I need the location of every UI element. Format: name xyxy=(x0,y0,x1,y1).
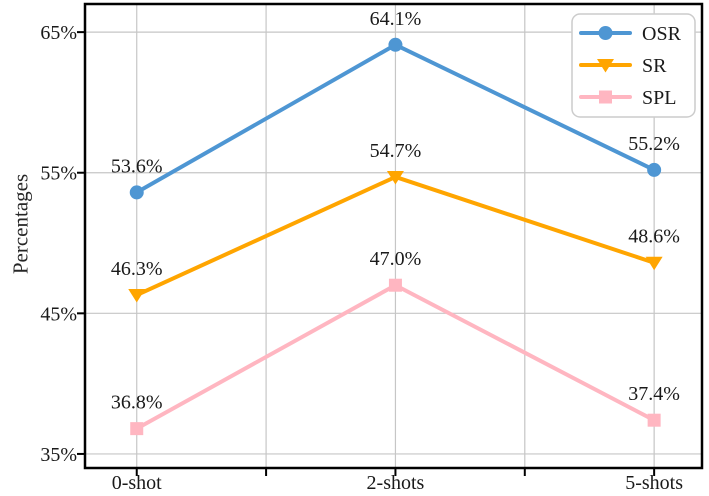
marker-SPL-1 xyxy=(388,278,402,292)
data-label-SR-2: 48.6% xyxy=(628,226,680,248)
marker-OSR-1 xyxy=(388,37,403,52)
marker-SR-0 xyxy=(128,289,146,303)
plot-border xyxy=(83,2,704,470)
y-tick-label: 65% xyxy=(40,22,77,44)
x-tick-label: 2-shots xyxy=(367,472,425,494)
y-tick-label: 45% xyxy=(40,303,77,325)
marker-SPL-2 xyxy=(647,413,661,427)
legend-label-SR: SR xyxy=(642,55,667,77)
data-label-OSR-0: 53.6% xyxy=(111,155,163,177)
legend-marker-SPL xyxy=(599,90,612,104)
y-tick-label: 55% xyxy=(40,163,77,185)
data-label-SR-0: 46.3% xyxy=(111,258,163,280)
marker-SR-2 xyxy=(645,256,663,271)
y-tick-label: 35% xyxy=(40,444,77,466)
x-tick-label: 5-shots xyxy=(625,472,683,494)
x-tick-label: 0-shot xyxy=(112,472,162,494)
marker-SR-1 xyxy=(386,170,404,185)
data-label-SPL-0: 36.8% xyxy=(111,392,163,414)
legend-marker-OSR xyxy=(598,26,613,40)
marker-OSR-0 xyxy=(129,185,144,200)
data-label-SR-1: 54.7% xyxy=(370,140,422,162)
legend-label-OSR: OSR xyxy=(642,23,682,45)
marker-SPL-0 xyxy=(130,422,144,436)
data-label-OSR-1: 64.1% xyxy=(370,8,422,30)
data-label-SPL-1: 47.0% xyxy=(370,248,422,270)
legend-label-SPL: SPL xyxy=(642,87,676,109)
data-label-SPL-2: 37.4% xyxy=(628,383,680,405)
data-label-OSR-2: 55.2% xyxy=(628,133,680,155)
marker-OSR-2 xyxy=(647,162,662,177)
legend-marker-SR xyxy=(597,59,614,73)
y-axis-label: Percentages xyxy=(8,173,33,275)
